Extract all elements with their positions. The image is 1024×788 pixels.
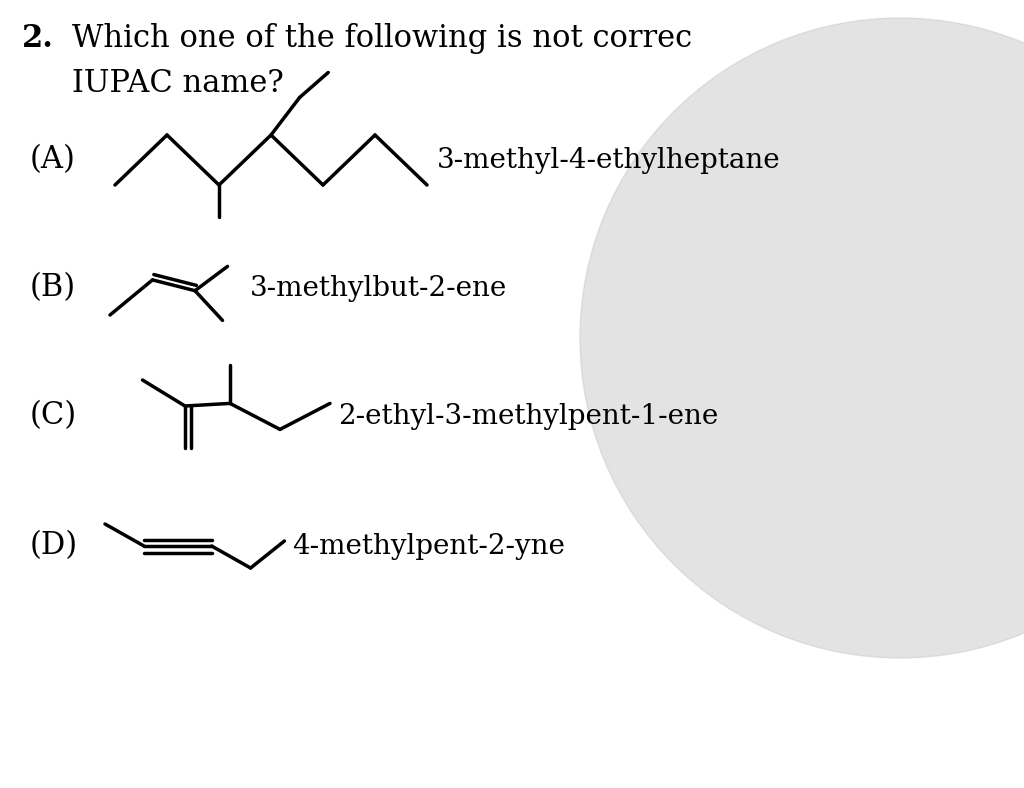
Circle shape bbox=[580, 18, 1024, 658]
Text: Which one of the following is not correc: Which one of the following is not correc bbox=[72, 23, 692, 54]
Text: (A): (A) bbox=[30, 144, 76, 176]
Text: 4-methylpent-2-yne: 4-methylpent-2-yne bbox=[293, 533, 565, 559]
Text: 2-ethyl-3-methylpent-1-ene: 2-ethyl-3-methylpent-1-ene bbox=[338, 403, 718, 429]
Text: IUPAC name?: IUPAC name? bbox=[72, 68, 284, 99]
Text: 2.: 2. bbox=[22, 23, 54, 54]
Text: (B): (B) bbox=[30, 273, 76, 303]
Text: (D): (D) bbox=[30, 530, 78, 562]
Text: 3-methyl-4-ethylheptane: 3-methyl-4-ethylheptane bbox=[437, 147, 780, 173]
Text: (C): (C) bbox=[30, 400, 77, 432]
Text: 3-methylbut-2-ene: 3-methylbut-2-ene bbox=[250, 274, 507, 302]
